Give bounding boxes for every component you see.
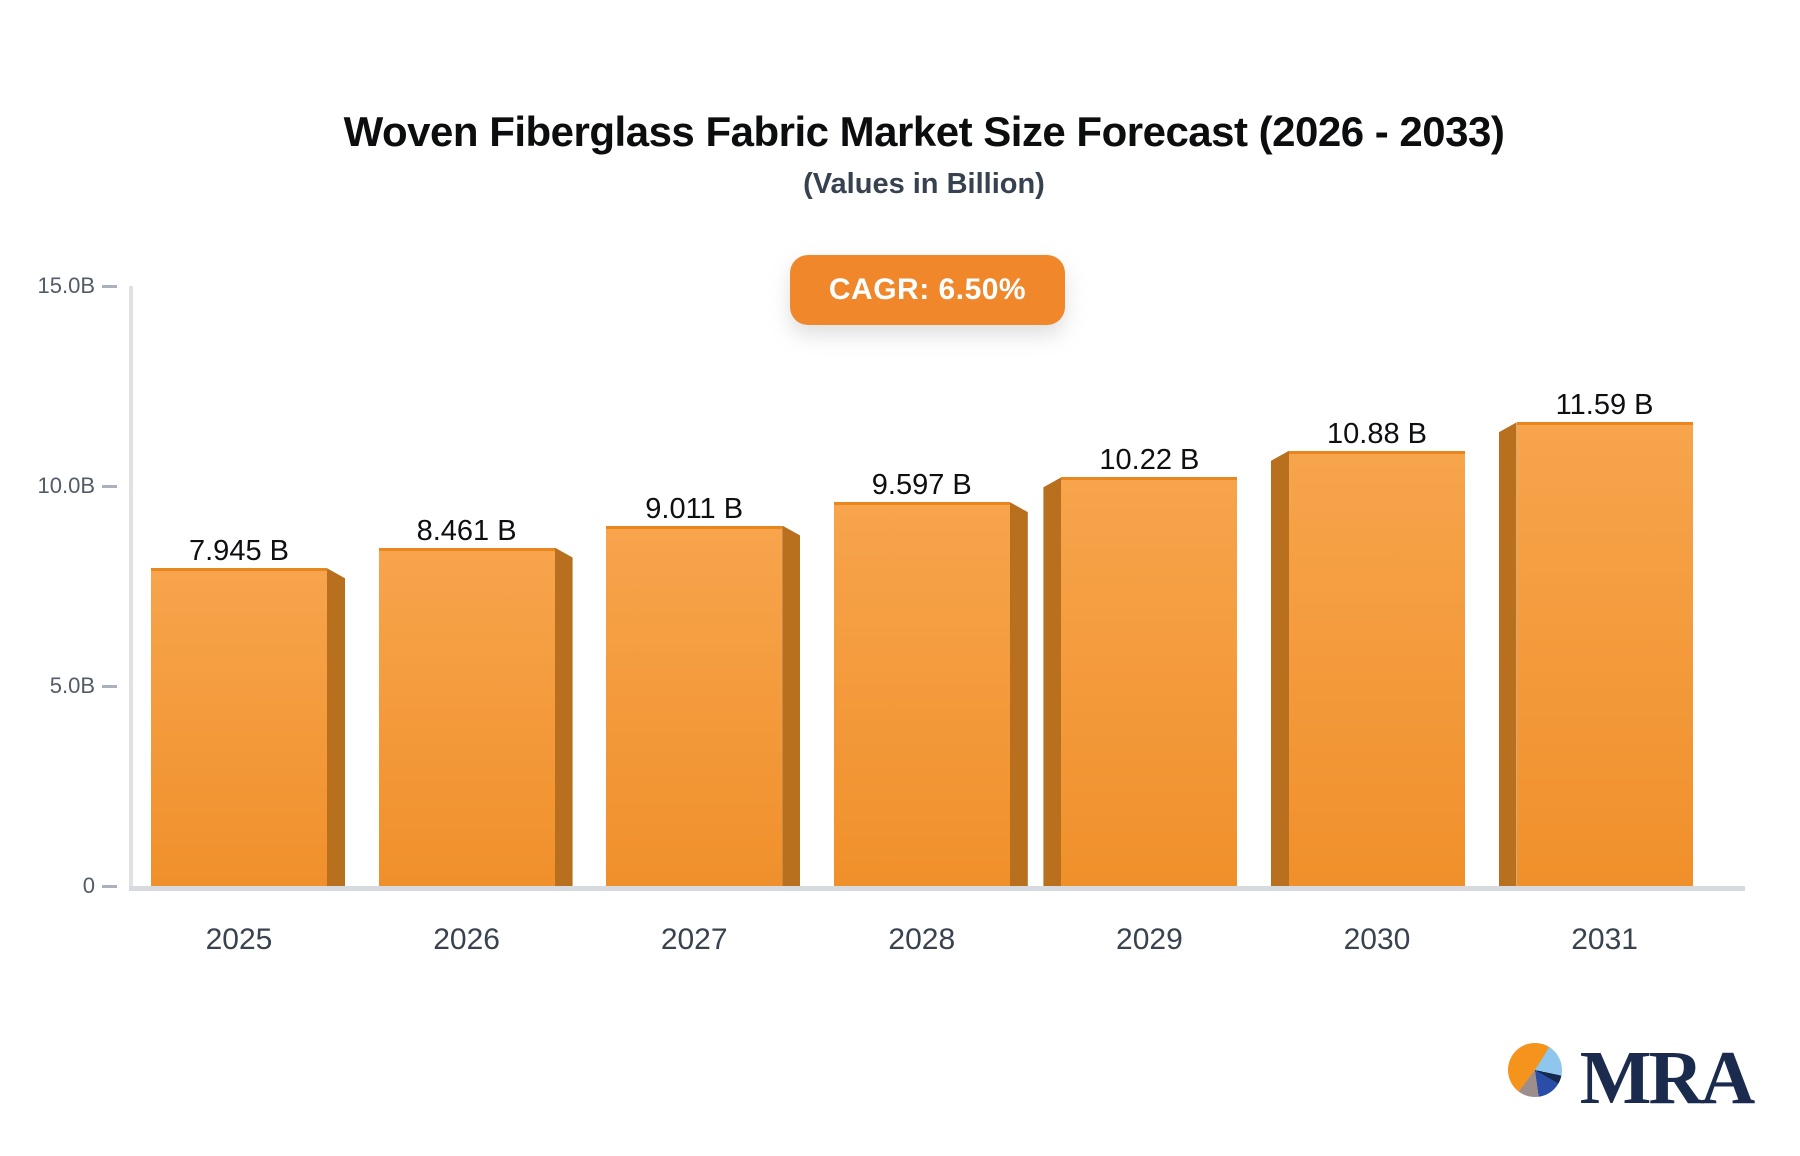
chart-subtitle: (Values in Billion) bbox=[803, 168, 1045, 200]
bar-3d-side-2030 bbox=[1271, 450, 1289, 886]
bar-3d-side-2029 bbox=[1043, 477, 1062, 886]
bar-3d-side-2025 bbox=[327, 568, 345, 886]
cagr-badge: CAGR: 6.50% bbox=[790, 255, 1065, 325]
x-axis-label-2028: 2028 bbox=[888, 923, 956, 956]
bar-3d-side-2026 bbox=[554, 547, 573, 886]
pie-chart-logo-icon bbox=[1508, 1043, 1562, 1097]
bar-2030 bbox=[1289, 450, 1465, 886]
bar-value-label-2030: 10.88 B bbox=[1327, 417, 1427, 450]
mra-logo: MRA bbox=[1508, 1028, 1778, 1128]
x-axis-label-2031: 2031 bbox=[1571, 923, 1638, 956]
bar-3d-side-2031 bbox=[1498, 422, 1517, 886]
bar-2028 bbox=[833, 502, 1010, 886]
x-axis-label-2026: 2026 bbox=[433, 923, 500, 956]
bar-3d-side-2028 bbox=[1009, 502, 1028, 886]
bar-2026 bbox=[378, 547, 555, 886]
bar-2027 bbox=[606, 525, 783, 886]
bar-value-label-2031: 11.59 B bbox=[1555, 389, 1654, 422]
y-axis-tick-label: 5.0B bbox=[49, 673, 95, 698]
bar-value-label-2029: 10.22 B bbox=[1099, 444, 1200, 477]
bar-value-label-2027: 9.011 B bbox=[645, 492, 744, 525]
y-axis-tick bbox=[102, 685, 117, 688]
y-axis-tick-label: 10.0B bbox=[37, 473, 96, 498]
cagr-badge-label: CAGR: 6.50% bbox=[828, 273, 1027, 306]
x-axis-label-2030: 2030 bbox=[1343, 923, 1411, 956]
x-axis-line bbox=[129, 886, 1745, 891]
chart-title: Woven Fiberglass Fabric Market Size Fore… bbox=[343, 108, 1505, 155]
bar-3d-side-2027 bbox=[782, 525, 801, 886]
bar-2029 bbox=[1061, 477, 1238, 886]
y-axis-line bbox=[129, 286, 133, 890]
bar-value-label-2025: 7.945 B bbox=[189, 535, 289, 568]
y-axis-tick bbox=[102, 885, 117, 888]
bar-2031 bbox=[1516, 422, 1693, 886]
y-axis-tick-label: 15.0B bbox=[37, 273, 96, 298]
y-axis-tick-label: 0 bbox=[82, 873, 95, 898]
logo-text: MRA bbox=[1579, 1036, 1756, 1120]
bar-2025 bbox=[151, 568, 327, 886]
bar-value-label-2028: 9.597 B bbox=[871, 469, 972, 502]
x-axis-label-2029: 2029 bbox=[1116, 923, 1183, 956]
x-axis-label-2027: 2027 bbox=[660, 923, 728, 956]
y-axis-tick bbox=[102, 485, 117, 488]
y-axis-tick bbox=[102, 285, 117, 288]
bar-value-label-2026: 8.461 B bbox=[416, 514, 517, 547]
x-axis-label-2025: 2025 bbox=[205, 923, 273, 956]
